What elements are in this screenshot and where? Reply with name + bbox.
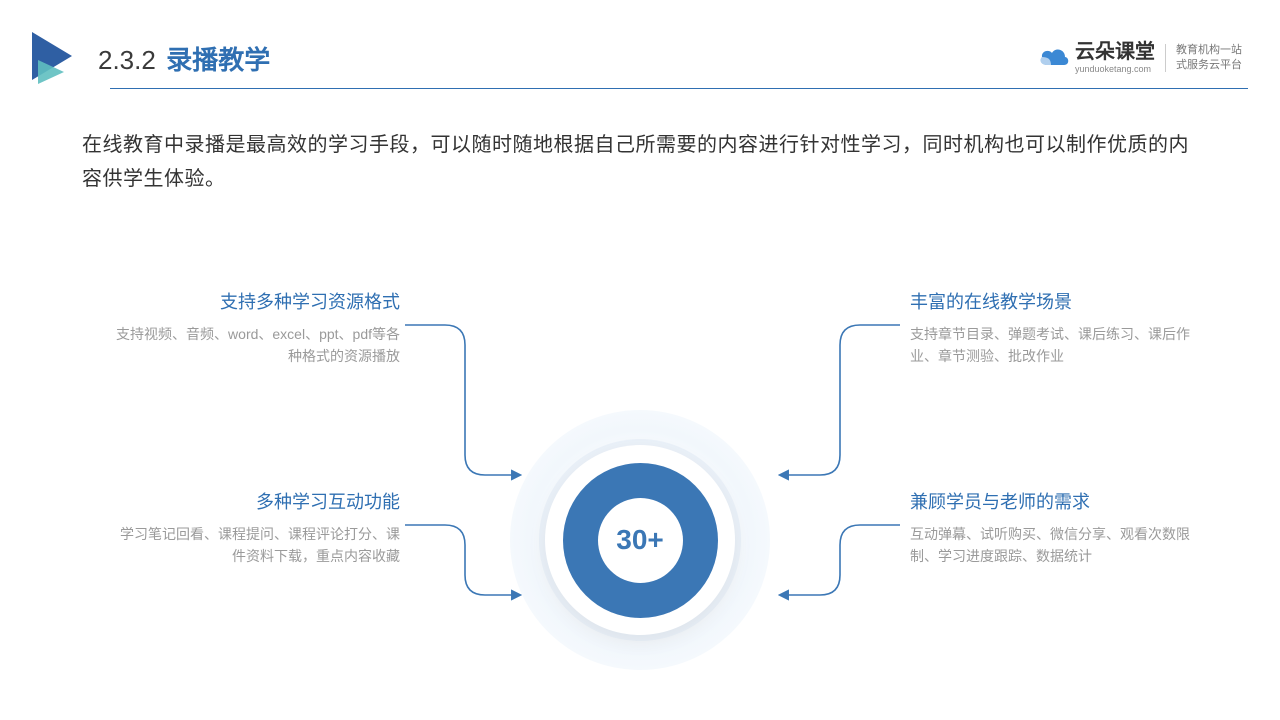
brand-logo: 云朵课堂 yunduoketang.com 教育机构一站式服务云平台	[1037, 42, 1248, 74]
ring-blue: 30+	[563, 463, 718, 618]
feature-top-right: 丰富的在线教学场景 支持章节目录、弹题考试、课后练习、课后作业、章节测验、批改作…	[910, 288, 1200, 367]
feature-bottom-left: 多种学习互动功能 学习笔记回看、课程提问、课程评论打分、课件资料下载，重点内容收…	[110, 488, 400, 567]
feature-desc: 支持视频、音频、word、excel、ppt、pdf等各种格式的资源播放	[110, 324, 400, 367]
feature-bottom-right: 兼顾学员与老师的需求 互动弹幕、试听购买、微信分享、观看次数限制、学习进度跟踪、…	[910, 488, 1200, 567]
feature-desc: 支持章节目录、弹题考试、课后练习、课后作业、章节测验、批改作业	[910, 324, 1200, 367]
logo-brand-text: 云朵课堂	[1075, 42, 1155, 62]
logo-domain: yunduoketang.com	[1075, 64, 1155, 74]
logo-cloud: 云朵课堂 yunduoketang.com	[1037, 42, 1155, 74]
feature-diagram: 30+ 支持多种学习资源格式 支持视频、音频、word、excel、ppt、pd…	[0, 260, 1280, 720]
ring-outer: 30+	[545, 445, 735, 635]
feature-title: 兼顾学员与老师的需求	[910, 488, 1200, 514]
slide-header: 2.3.2 录播教学 云朵课堂 yunduoketang.com 教育机构一站式…	[32, 32, 1248, 84]
intro-paragraph: 在线教育中录播是最高效的学习手段，可以随时随地根据自己所需要的内容进行针对性学习…	[82, 128, 1202, 196]
feature-top-left: 支持多种学习资源格式 支持视频、音频、word、excel、ppt、pdf等各种…	[110, 288, 400, 367]
feature-desc: 学习笔记回看、课程提问、课程评论打分、课件资料下载，重点内容收藏	[110, 524, 400, 567]
feature-desc: 互动弹幕、试听购买、微信分享、观看次数限制、学习进度跟踪、数据统计	[910, 524, 1200, 567]
title-block: 2.3.2 录播教学	[32, 32, 270, 84]
feature-title: 支持多种学习资源格式	[110, 288, 400, 314]
cloud-icon	[1037, 45, 1071, 71]
logo-divider	[1165, 44, 1166, 72]
center-value: 30+	[598, 498, 683, 583]
section-number: 2.3.2	[98, 45, 156, 75]
play-icon	[32, 32, 78, 84]
feature-title: 多种学习互动功能	[110, 488, 400, 514]
feature-title: 丰富的在线教学场景	[910, 288, 1200, 314]
title-underline	[110, 88, 1248, 89]
center-circle: 30+	[510, 410, 770, 670]
section-heading: 2.3.2 录播教学	[98, 40, 270, 77]
logo-tagline: 教育机构一站式服务云平台	[1176, 43, 1248, 73]
section-title: 录播教学	[166, 45, 270, 75]
